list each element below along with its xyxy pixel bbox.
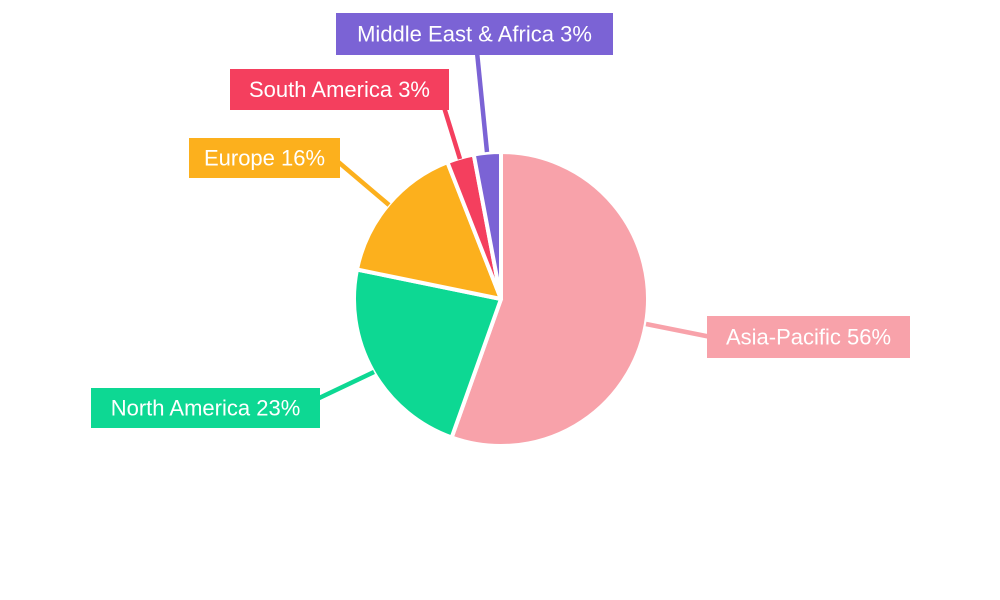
slice-label-box-europe bbox=[189, 138, 340, 178]
slice-label-text-asia-pacific: Asia-Pacific 56% bbox=[726, 325, 891, 350]
slice-label-box-south-america bbox=[230, 69, 449, 110]
slice-label-box-middle-east-africa bbox=[336, 13, 613, 55]
slice-label-text-north-america: North America 23% bbox=[111, 396, 301, 421]
pie-slice-asia-pacific[interactable] bbox=[449, 150, 650, 448]
label-connector-south-america bbox=[440, 103, 463, 160]
pie-slice-middle-east-africa[interactable] bbox=[471, 149, 503, 301]
label-connector-europe bbox=[334, 158, 391, 207]
label-connector-asia-pacific bbox=[645, 321, 712, 340]
slice-label-text-middle-east-africa: Middle East & Africa 3% bbox=[357, 22, 592, 47]
slice-label-box-north-america bbox=[91, 388, 320, 428]
label-connectors-layer bbox=[314, 51, 712, 403]
slice-label-text-south-america: South America 3% bbox=[249, 77, 430, 102]
slice-labels-layer: Asia-Pacific 56% North America 23% Europe … bbox=[91, 13, 910, 428]
slice-label-text-europe: Europe 16% bbox=[204, 146, 325, 171]
slice-label-box-asia-pacific bbox=[707, 316, 910, 358]
label-connector-north-america bbox=[314, 369, 375, 403]
pie-slices-layer bbox=[351, 149, 650, 448]
label-connector-middle-east-africa bbox=[474, 51, 490, 153]
